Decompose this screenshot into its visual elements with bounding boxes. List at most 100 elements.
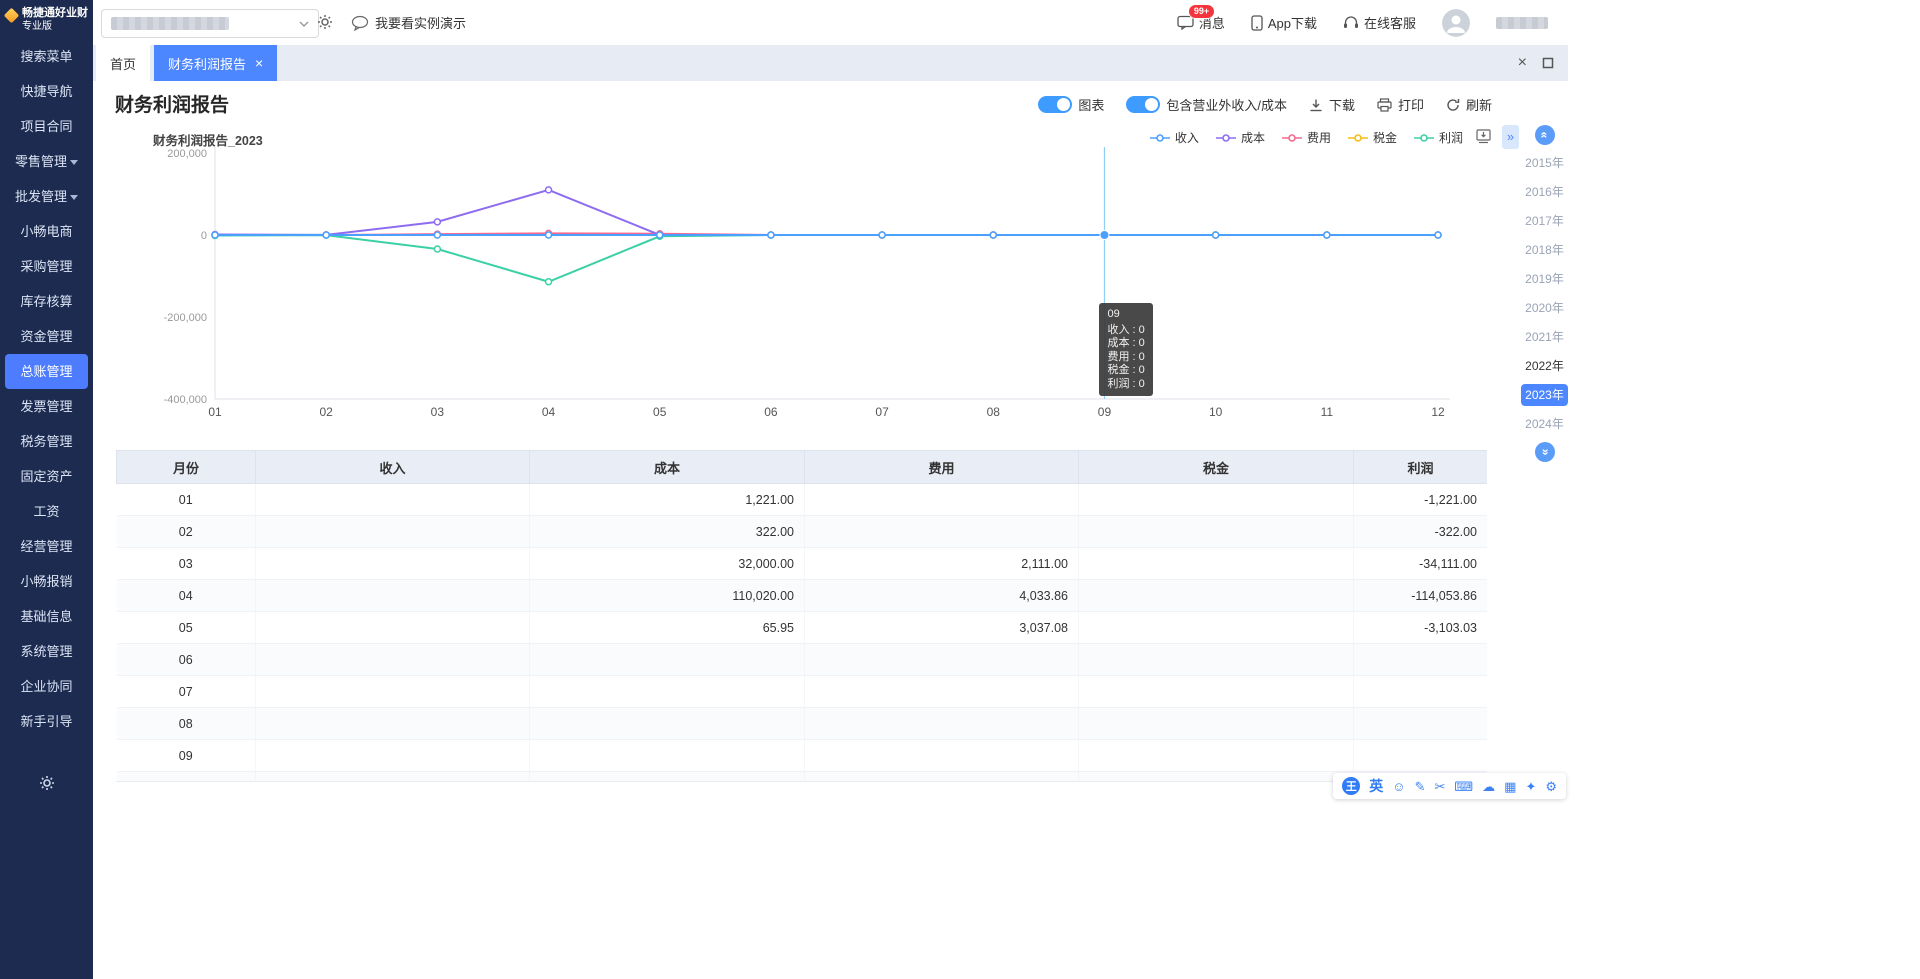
app-download-button[interactable]: App下载: [1251, 13, 1317, 32]
legend-item[interactable]: 税金: [1347, 129, 1397, 146]
year-item[interactable]: 2017年: [1525, 214, 1564, 228]
legend-item[interactable]: 收入: [1149, 129, 1199, 146]
sidebar-item-14[interactable]: 经营管理: [20, 539, 73, 554]
year-item[interactable]: 2015年: [1525, 156, 1564, 170]
year-panel-up-icon[interactable]: «: [1534, 125, 1555, 145]
table-cell: [255, 643, 530, 676]
toggle-switch[interactable]: [1126, 96, 1161, 113]
sidebar-item-5[interactable]: 小畅电商: [20, 224, 73, 239]
sidebar-item-13[interactable]: 工资: [33, 504, 60, 519]
year-panel-down-icon[interactable]: «: [1534, 442, 1555, 462]
sidebar-item-12[interactable]: 固定资产: [20, 469, 73, 484]
year-item[interactable]: 2024年: [1525, 417, 1564, 431]
scissors-icon[interactable]: ✂: [1434, 778, 1446, 794]
tabbar-close-icon[interactable]: ×: [1517, 54, 1527, 71]
pencil-icon[interactable]: ✎: [1414, 778, 1426, 794]
svg-text:06: 06: [764, 405, 778, 419]
avatar[interactable]: [1442, 8, 1470, 37]
download-button[interactable]: 下载: [1309, 95, 1355, 114]
report-table: 月份 收入 成本 费用 税金 利润 01 1,221.00 -1,221.00 02 322.00…: [116, 450, 1487, 781]
demo-link[interactable]: 我要看实例演示: [351, 0, 466, 45]
refresh-button[interactable]: 刷新: [1446, 95, 1492, 114]
sidebar-item-15[interactable]: 小畅报销: [20, 574, 73, 589]
tab-list: 首页 财务利润报告 ×: [96, 45, 278, 81]
year-item[interactable]: 2022年: [1525, 359, 1564, 373]
star-icon[interactable]: ✦: [1525, 778, 1537, 794]
chart-plot-area[interactable]: 200,000 0 -200,000 -400,000 01 02 03 04 05 06 07 08…: [115, 143, 1497, 435]
tooltip-line: 成本 : 0: [1107, 337, 1145, 349]
year-item[interactable]: 2016年: [1525, 185, 1564, 199]
table-cell: 1,221.00: [529, 483, 805, 516]
table-cell: [804, 643, 1079, 676]
sidebar-item-0[interactable]: 搜索菜单: [20, 49, 73, 64]
settings-gear-icon[interactable]: [317, 14, 333, 35]
chart-toggle[interactable]: 图表: [1038, 95, 1104, 114]
sidebar-item-6[interactable]: 采购管理: [20, 259, 73, 274]
year-item[interactable]: 2018年: [1525, 243, 1564, 257]
year-list: 2015年 2016年 2017年 2018年 2019年 2020年 2021年 2022年…: [1521, 152, 1568, 435]
save-image-icon[interactable]: [1476, 129, 1491, 149]
svg-text:05: 05: [653, 405, 667, 419]
messages-button[interactable]: 99+ 消息: [1177, 4, 1225, 32]
online-support-button[interactable]: 在线客服: [1343, 13, 1416, 32]
sidebar-gear-icon[interactable]: [0, 775, 93, 796]
legend-item[interactable]: 费用: [1281, 129, 1331, 146]
svg-text:02: 02: [320, 405, 334, 419]
sidebar-item-7[interactable]: 库存核算: [20, 294, 73, 309]
legend-item[interactable]: 成本: [1215, 129, 1265, 146]
table-cell: 05: [116, 611, 256, 644]
year-item[interactable]: 2021年: [1525, 330, 1564, 344]
grid-icon[interactable]: ▦: [1504, 778, 1517, 794]
cloud-icon[interactable]: ☁: [1482, 778, 1496, 794]
sidebar-item-10[interactable]: 发票管理: [20, 399, 73, 414]
gear-icon[interactable]: ⚙: [1545, 778, 1557, 794]
sidebar-item-8[interactable]: 资金管理: [20, 329, 73, 344]
sidebar-item-16[interactable]: 基础信息: [20, 609, 73, 624]
table-cell: [1078, 579, 1354, 612]
table-row: 05 65.95 3,037.08 -3,103.03: [116, 611, 1487, 644]
sidebar-item-11[interactable]: 税务管理: [20, 434, 73, 449]
sidebar-item-3[interactable]: 零售管理: [0, 144, 93, 179]
ime-logo-icon[interactable]: 王: [1342, 777, 1361, 795]
keyboard-icon[interactable]: ⌨: [1454, 778, 1474, 794]
legend-item[interactable]: 利润: [1413, 129, 1463, 146]
table-cell: 06: [116, 643, 256, 676]
org-select[interactable]: [101, 9, 319, 38]
chart-toggle-label: 图表: [1078, 98, 1105, 113]
sidebar-item-18[interactable]: 企业协同: [20, 679, 73, 694]
year-panel: « 2015年 2016年 2017年 2018年 2019年 2020年 2021年 202…: [1521, 125, 1568, 462]
table-row: 06: [116, 643, 1487, 676]
sidebar-item-1[interactable]: 快捷导航: [20, 84, 73, 99]
year-panel-collapse-handle[interactable]: »: [1502, 125, 1519, 149]
table-cell: [255, 579, 530, 612]
sidebar-item-19[interactable]: 新手引导: [20, 714, 73, 729]
sidebar-menu: 搜索菜单快捷导航项目合同零售管理 批发管理小畅电商采购管理库存核算资金管理总账管理…: [0, 39, 93, 739]
year-item[interactable]: 2023年: [1521, 384, 1568, 406]
table-cell: [804, 707, 1079, 740]
include-nonoperating-toggle[interactable]: 包含营业外收入/成本: [1126, 95, 1287, 114]
svg-text:-400,000: -400,000: [164, 394, 207, 406]
table-cell: [1078, 707, 1354, 740]
table-cell: -3,103.03: [1353, 611, 1487, 644]
table-row: 07: [116, 675, 1487, 708]
sidebar-item-17[interactable]: 系统管理: [20, 644, 73, 659]
app-download-label: App下载: [1267, 16, 1317, 31]
sidebar-item-9[interactable]: 总账管理: [5, 354, 88, 389]
year-item[interactable]: 2019年: [1525, 272, 1564, 286]
print-button[interactable]: 打印: [1377, 95, 1424, 114]
demo-label: 我要看实例演示: [375, 16, 467, 31]
sidebar-item-4[interactable]: 批发管理: [0, 179, 93, 214]
tab-1[interactable]: 财务利润报告 ×: [154, 45, 278, 81]
close-icon[interactable]: ×: [255, 55, 264, 71]
report-table-wrap: 月份 收入 成本 费用 税金 利润 01 1,221.00 -1,221.00 02 322.00…: [116, 450, 1487, 782]
toggle-switch[interactable]: [1038, 96, 1073, 113]
tab-0[interactable]: 首页: [96, 45, 151, 81]
smiley-icon[interactable]: ☺: [1392, 778, 1406, 794]
chart-legend: 收入 成本 费用 税金 利润: [1149, 129, 1463, 146]
tabbar-expand-icon[interactable]: [1542, 57, 1554, 69]
year-item[interactable]: 2020年: [1525, 301, 1564, 315]
table-cell: [804, 771, 1079, 781]
tooltip-line: 税金 : 0: [1107, 364, 1145, 376]
sidebar-item-2[interactable]: 项目合同: [20, 119, 73, 134]
ime-language-mode[interactable]: 英: [1369, 778, 1384, 794]
